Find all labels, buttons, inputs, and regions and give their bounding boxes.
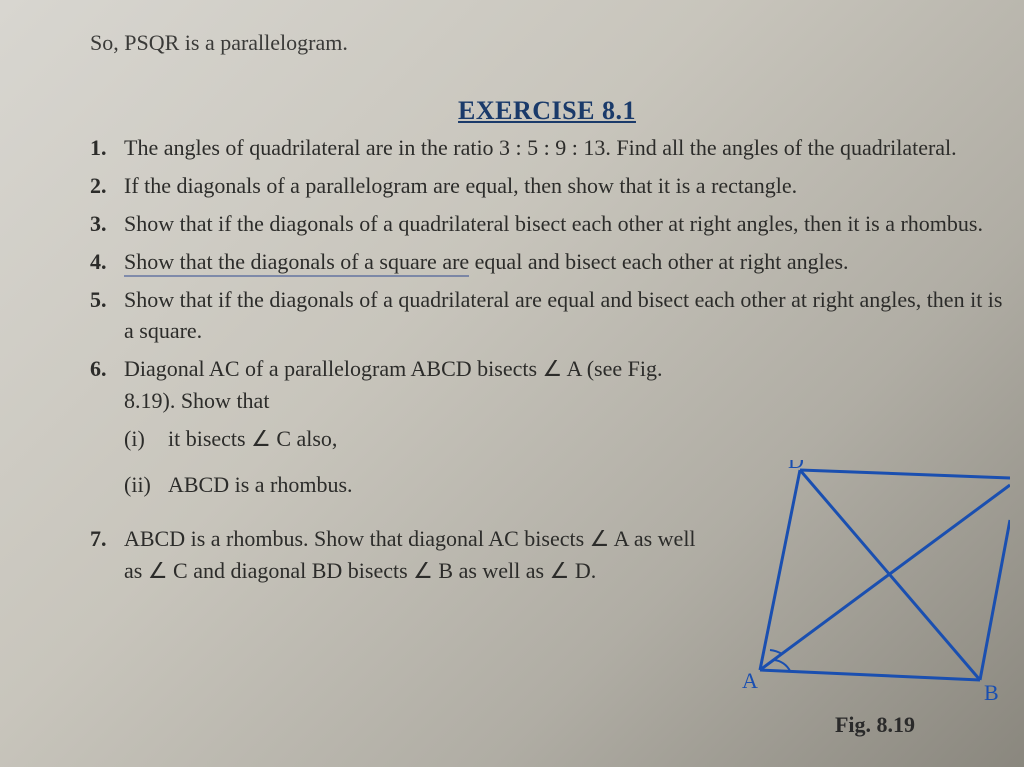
exercise-heading: EXERCISE 8.1 [90,96,1004,126]
question-number: 7. [90,523,124,555]
label-d: D [788,460,804,473]
question-2: 2. If the diagonals of a parallelogram a… [90,170,1004,202]
question-text: If the diagonals of a parallelogram are … [124,170,1004,202]
parallelogram-diagram: D A B [740,460,1010,705]
question-text: Show that if the diagonals of a quadrila… [124,284,1004,348]
question-3: 3. Show that if the diagonals of a quadr… [90,208,1004,240]
question-number: 6. [90,353,124,385]
question-number: 4. [90,246,124,278]
side-da [760,470,800,670]
subpart-ii: (ii) ABCD is a rhombus. [124,469,714,501]
diagonal-bd [800,470,980,680]
angle-arc-2 [770,650,782,654]
underlined-phrase: Show that the diagonals of a square are [124,249,469,277]
subpart-number: (ii) [124,469,168,501]
question-text: The angles of quadrilateral are in the r… [124,132,1004,164]
subpart-text: it bisects ∠ C also, [168,423,337,455]
question-stem: Diagonal AC of a parallelogram ABCD bise… [124,356,662,413]
question-1: 1. The angles of quadrilateral are in th… [90,132,1004,164]
figure-caption: Fig. 8.19 [740,712,1010,738]
label-b: B [984,680,999,705]
question-text: Show that the diagonals of a square are … [124,246,1004,278]
subpart-i: (i) it bisects ∠ C also, [124,423,714,455]
question-text: Diagonal AC of a parallelogram ABCD bise… [124,353,714,501]
side-bc-partial [980,520,1010,680]
subpart-text: ABCD is a rhombus. [168,469,353,501]
question-5: 5. Show that if the diagonals of a quadr… [90,284,1004,348]
diagonal-ac [760,485,1010,670]
figure-8-19: D A B Fig. 8.19 [740,460,1010,738]
question-text: Show that if the diagonals of a quadrila… [124,208,1004,240]
intro-line: So, PSQR is a parallelogram. [90,30,1004,56]
label-a: A [742,668,758,693]
side-dc [800,470,1010,478]
question-number: 5. [90,284,124,316]
question-4: 4. Show that the diagonals of a square a… [90,246,1004,278]
textbook-page: So, PSQR is a parallelogram. EXERCISE 8.… [0,0,1024,613]
question-number: 3. [90,208,124,240]
question-text-tail: equal and bisect each other at right ang… [469,249,848,274]
side-ab [760,670,980,680]
question-number: 1. [90,132,124,164]
question-number: 2. [90,170,124,202]
subpart-number: (i) [124,423,168,455]
question-text: ABCD is a rhombus. Show that diagonal AC… [124,523,714,587]
